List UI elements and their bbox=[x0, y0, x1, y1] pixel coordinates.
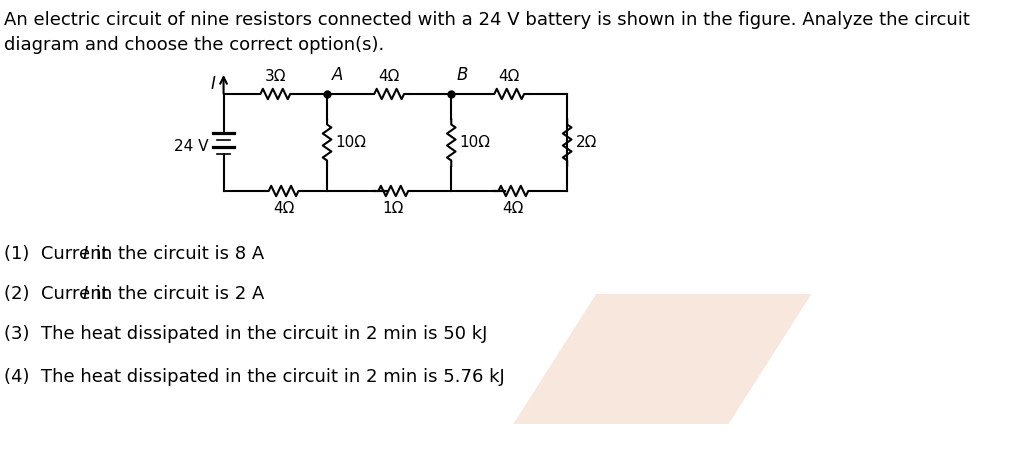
Text: A: A bbox=[332, 66, 343, 84]
Text: in the circuit is 2 A: in the circuit is 2 A bbox=[90, 285, 264, 303]
Text: I: I bbox=[210, 75, 215, 93]
Polygon shape bbox=[513, 294, 811, 424]
Text: I: I bbox=[83, 285, 88, 303]
Text: in the circuit is 8 A: in the circuit is 8 A bbox=[90, 245, 264, 263]
Text: B: B bbox=[457, 66, 468, 84]
Text: 4Ω: 4Ω bbox=[272, 201, 294, 216]
Text: 1Ω: 1Ω bbox=[383, 201, 404, 216]
Text: (2)  Current: (2) Current bbox=[4, 285, 115, 303]
Text: diagram and choose the correct option(s).: diagram and choose the correct option(s)… bbox=[4, 36, 384, 54]
Text: 10Ω: 10Ω bbox=[460, 135, 490, 150]
Text: 2Ω: 2Ω bbox=[575, 135, 597, 150]
Text: 3Ω: 3Ω bbox=[264, 69, 286, 84]
Text: 24 V: 24 V bbox=[174, 139, 209, 154]
Text: (1)  Current: (1) Current bbox=[4, 245, 115, 263]
Text: I: I bbox=[83, 245, 88, 263]
Text: 4Ω: 4Ω bbox=[499, 69, 520, 84]
Text: 10Ω: 10Ω bbox=[335, 135, 367, 150]
Text: 4Ω: 4Ω bbox=[379, 69, 399, 84]
Text: (4)  The heat dissipated in the circuit in 2 min is 5.76 kJ: (4) The heat dissipated in the circuit i… bbox=[4, 368, 505, 386]
Text: An electric circuit of nine resistors connected with a 24 V battery is shown in : An electric circuit of nine resistors co… bbox=[4, 11, 970, 29]
Text: (3)  The heat dissipated in the circuit in 2 min is 50 kJ: (3) The heat dissipated in the circuit i… bbox=[4, 325, 487, 343]
Text: 4Ω: 4Ω bbox=[503, 201, 524, 216]
